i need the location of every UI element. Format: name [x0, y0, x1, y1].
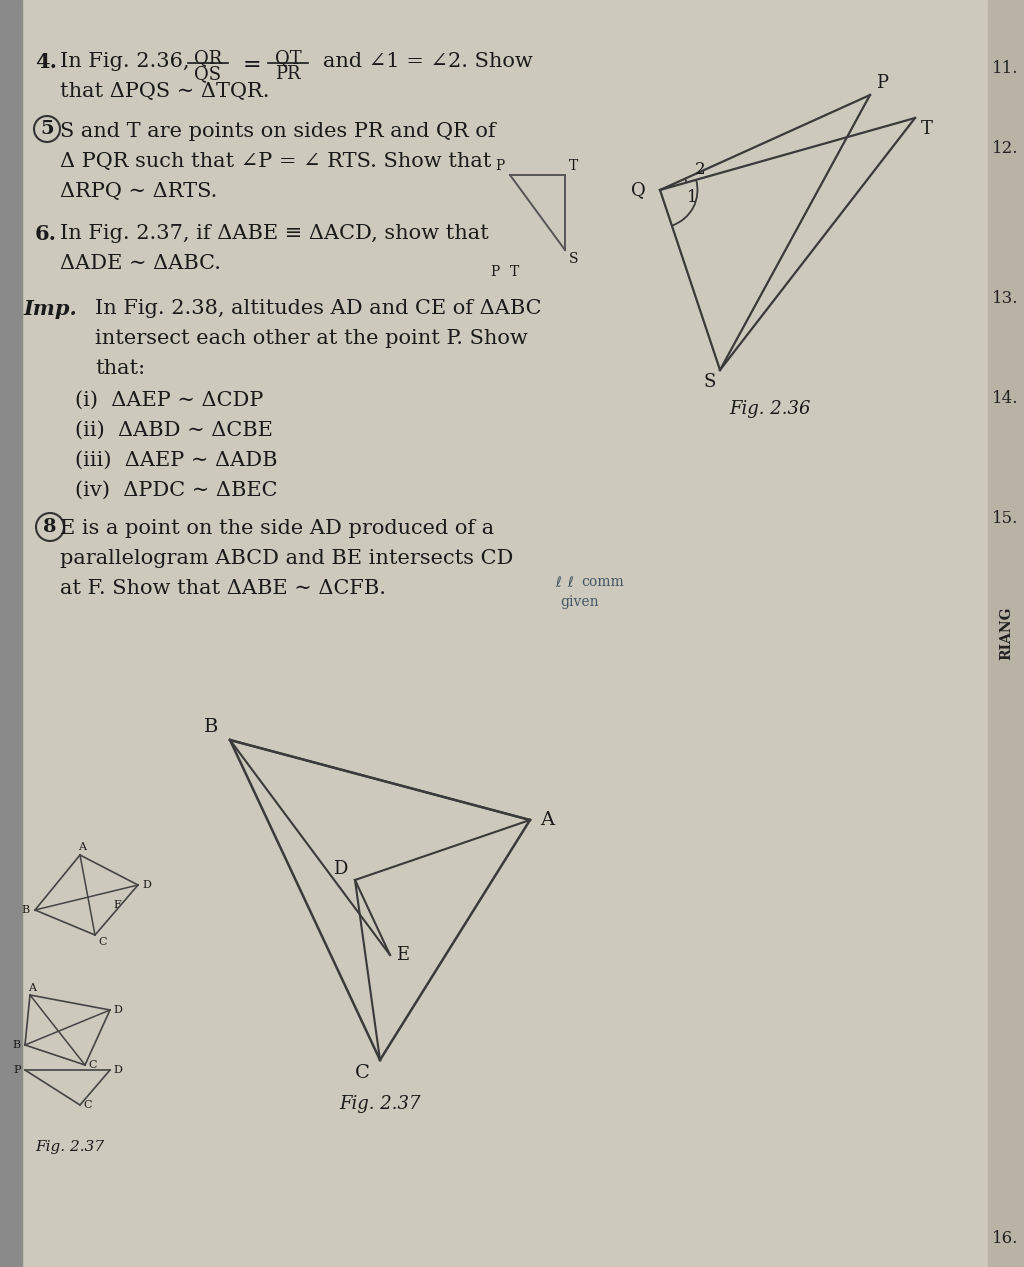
Text: 16.: 16. [992, 1230, 1019, 1247]
Text: 12.: 12. [992, 139, 1019, 157]
Text: S: S [703, 372, 716, 392]
Text: C: C [88, 1060, 96, 1071]
Text: that ΔPQS ∼ ΔTQR.: that ΔPQS ∼ ΔTQR. [60, 82, 269, 101]
Text: D: D [113, 1066, 122, 1074]
Text: 8: 8 [43, 518, 56, 536]
Text: Δ PQR such that ∠P = ∠ RTS. Show that: Δ PQR such that ∠P = ∠ RTS. Show that [60, 152, 492, 171]
Text: $\ell$: $\ell$ [567, 575, 574, 590]
Text: QS: QS [195, 65, 221, 84]
Text: Q: Q [631, 181, 646, 199]
Text: parallelogram ABCD and BE intersects CD: parallelogram ABCD and BE intersects CD [60, 549, 513, 568]
Text: Fig. 2.37: Fig. 2.37 [339, 1095, 421, 1112]
Text: $\ell$: $\ell$ [555, 575, 562, 590]
Text: P: P [13, 1066, 22, 1074]
Text: T: T [510, 265, 519, 279]
Text: A: A [540, 811, 554, 829]
Text: 15.: 15. [992, 511, 1019, 527]
Text: D: D [142, 881, 151, 889]
Text: 11.: 11. [992, 60, 1019, 77]
Text: D: D [113, 1005, 122, 1015]
Text: B: B [22, 905, 30, 915]
Text: E is a point on the side AD produced of a: E is a point on the side AD produced of … [60, 519, 495, 538]
Text: PR: PR [275, 65, 301, 84]
Text: In Fig. 2.37, if ΔABE ≡ ΔACD, show that: In Fig. 2.37, if ΔABE ≡ ΔACD, show that [60, 224, 488, 243]
Text: QR: QR [194, 49, 222, 67]
Text: (iii)  ΔAEP ∼ ΔADB: (iii) ΔAEP ∼ ΔADB [75, 451, 278, 470]
Text: A: A [28, 983, 36, 993]
Text: S: S [569, 252, 579, 266]
Text: F: F [113, 900, 121, 910]
Text: ΔADE ∼ ΔABC.: ΔADE ∼ ΔABC. [60, 253, 221, 272]
Text: (iv)  ΔPDC ∼ ΔBEC: (iv) ΔPDC ∼ ΔBEC [75, 481, 278, 500]
Text: P: P [496, 158, 505, 174]
Text: ΔRPQ ∼ ΔRTS.: ΔRPQ ∼ ΔRTS. [60, 182, 217, 201]
Text: In Fig. 2.36,: In Fig. 2.36, [60, 52, 189, 71]
Text: C: C [83, 1100, 91, 1110]
Text: 4.: 4. [35, 52, 57, 72]
Text: In Fig. 2.38, altitudes AD and CE of ΔABC: In Fig. 2.38, altitudes AD and CE of ΔAB… [95, 299, 542, 318]
Text: D: D [333, 860, 347, 878]
Text: T: T [569, 158, 579, 174]
Text: A: A [78, 843, 86, 851]
Text: intersect each other at the point P. Show: intersect each other at the point P. Sho… [95, 329, 527, 348]
Text: given: given [560, 595, 599, 609]
Bar [988, 0, 1024, 1267]
Text: =: = [243, 54, 261, 76]
Text: that:: that: [95, 359, 145, 378]
Text: and ∠1 = ∠2. Show: and ∠1 = ∠2. Show [323, 52, 532, 71]
Text: 6.: 6. [35, 224, 57, 245]
Text: Imp.: Imp. [23, 299, 77, 319]
Text: (ii)  ΔABD ∼ ΔCBE: (ii) ΔABD ∼ ΔCBE [75, 421, 272, 440]
Text: S and T are points on sides PR and QR of: S and T are points on sides PR and QR of [60, 122, 496, 141]
Text: P: P [876, 73, 888, 92]
Text: comm: comm [581, 575, 624, 589]
Text: 13.: 13. [992, 290, 1019, 307]
Text: C: C [355, 1064, 370, 1082]
Text: 2: 2 [694, 161, 706, 179]
Text: QT: QT [274, 49, 301, 67]
Text: Fig. 2.36: Fig. 2.36 [729, 400, 811, 418]
Text: T: T [921, 120, 933, 138]
Text: 14.: 14. [992, 390, 1019, 407]
Text: 1: 1 [687, 190, 697, 207]
Text: (i)  ΔAEP ∼ ΔCDP: (i) ΔAEP ∼ ΔCDP [75, 392, 263, 411]
Bar [0, 0, 22, 1267]
Text: C: C [98, 938, 106, 946]
Text: B: B [204, 718, 218, 736]
Text: P: P [490, 265, 500, 279]
Text: at F. Show that ΔABE ∼ ΔCFB.: at F. Show that ΔABE ∼ ΔCFB. [60, 579, 386, 598]
Text: RIANG: RIANG [999, 606, 1013, 660]
Text: 5: 5 [40, 120, 54, 138]
Text: B: B [13, 1040, 22, 1050]
Text: E: E [396, 946, 410, 964]
Text: Fig. 2.37: Fig. 2.37 [36, 1140, 104, 1154]
